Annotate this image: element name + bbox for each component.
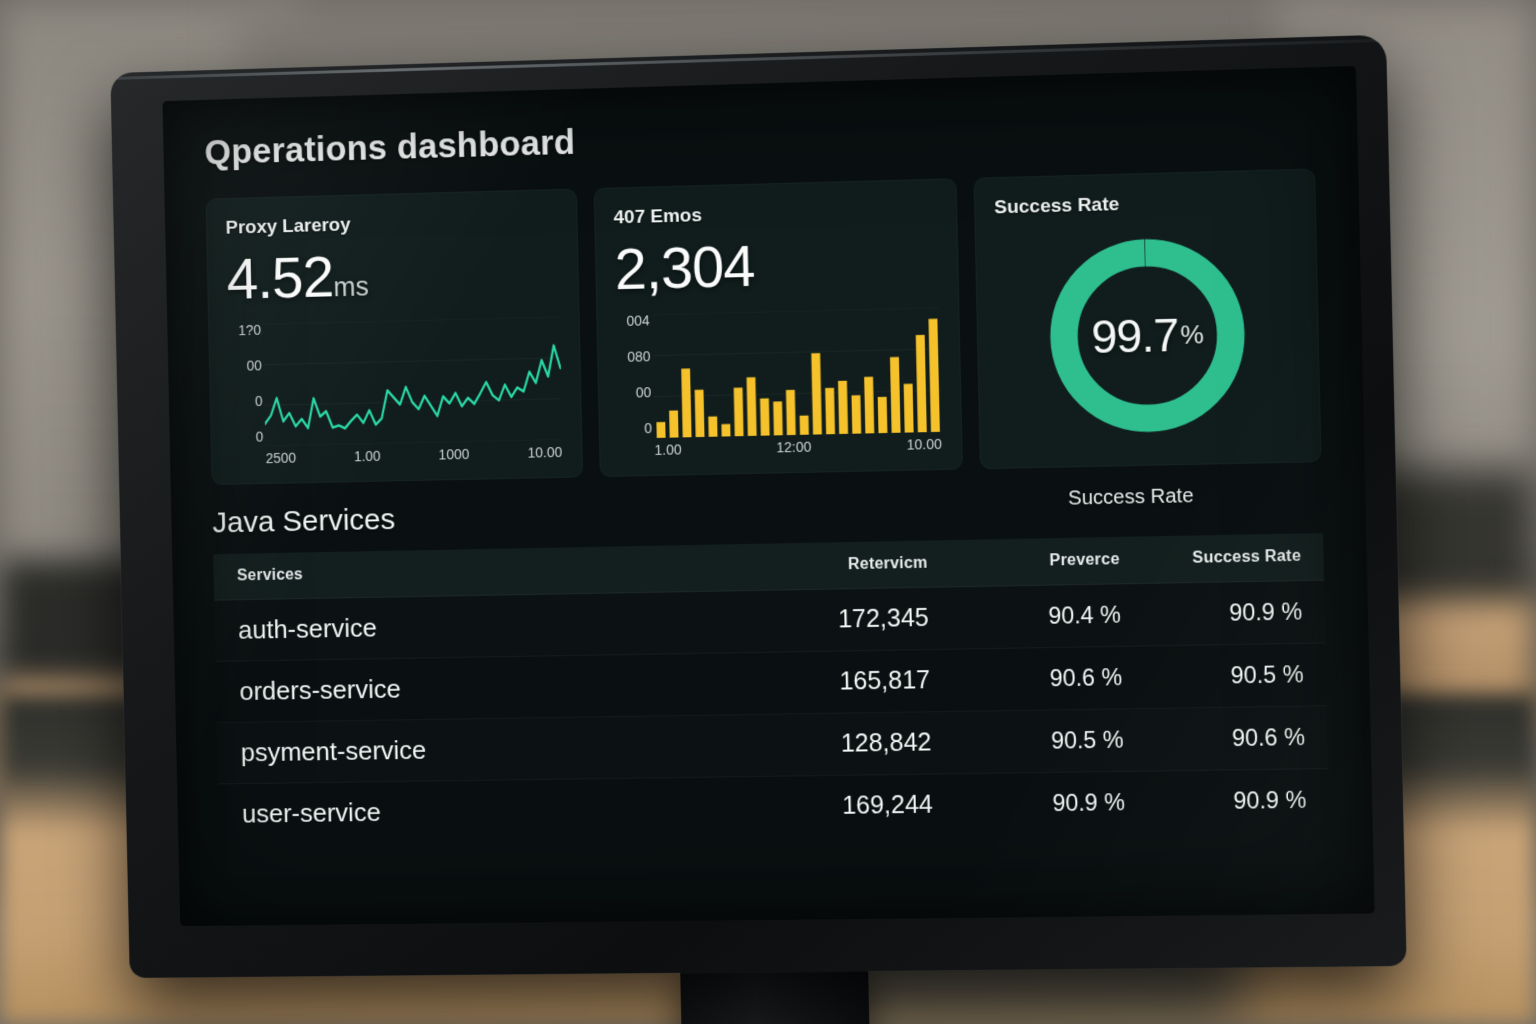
cell-preverce: 90.4 %	[938, 583, 1132, 650]
services-table: Services Retervicm Preverce Success Rate…	[213, 533, 1330, 845]
bar-chart-svg	[652, 307, 942, 438]
monitor-screen: Qperations dashboard Proxy Lareroy 4.52m…	[162, 65, 1375, 927]
line-chart-svg	[263, 317, 562, 447]
card-success-rate[interactable]: Success Rate 99.7%	[973, 168, 1322, 470]
cell-service: user-service	[218, 777, 714, 845]
services-section: Java Services Success Rate Services Rete…	[212, 484, 1330, 845]
metric-value: 2,304	[614, 233, 938, 303]
bar-chart-y-axis: 004 080 00 0	[616, 312, 652, 436]
card-title: Success Rate	[993, 193, 1120, 219]
x-tick: 12:00	[776, 438, 812, 456]
page-title: Qperations dashboard	[204, 122, 576, 173]
floating-success-rate-label: Success Rate	[1067, 484, 1194, 510]
y-tick: 0	[254, 393, 263, 410]
y-tick: 00	[635, 384, 652, 401]
cell-preverce: 90.6 %	[939, 646, 1134, 712]
card-title: 407 Emos	[613, 205, 703, 229]
x-tick: 1.00	[654, 441, 682, 458]
column-header-success[interactable]: Success Rate	[1192, 547, 1302, 567]
y-tick: 00	[246, 357, 262, 374]
cell-preverce: 90.5 %	[940, 708, 1135, 774]
x-tick: 2500	[265, 449, 297, 467]
x-tick: 10.00	[906, 435, 943, 453]
cell-success: 90.5 %	[1131, 642, 1327, 709]
metric-number: 2,304	[614, 233, 756, 303]
cell-requests: 172,345	[707, 587, 940, 654]
metric-value: 4.52ms	[226, 243, 559, 312]
card-proxy-latency[interactable]: Proxy Lareroy 4.52ms 1?0 00 0 0	[205, 188, 583, 486]
bar-chart-plot-area	[652, 307, 942, 438]
y-tick: 1?0	[238, 321, 262, 339]
donut-chart: 99.7%	[995, 224, 1301, 447]
bar-chart: 004 080 00 0 1.00 12:00 10.	[616, 305, 942, 462]
y-tick: 004	[626, 312, 650, 329]
cell-service: psyment-service	[216, 715, 712, 784]
column-header-preverce[interactable]: Preverce	[1049, 551, 1120, 570]
y-tick: 080	[627, 348, 651, 365]
line-chart-x-axis: 2500 1.00 1000 10.00	[266, 444, 563, 470]
card-errors[interactable]: 407 Emos 2,304 004 080 00 0	[593, 178, 963, 478]
donut-ring: 99.7%	[1039, 228, 1255, 443]
x-tick: 10.00	[527, 443, 563, 461]
monitor: Qperations dashboard Proxy Lareroy 4.52m…	[110, 34, 1407, 1024]
cell-success: 90.9 %	[1130, 580, 1326, 647]
column-header-requests[interactable]: Retervicm	[847, 554, 928, 574]
cell-preverce: 90.9 %	[942, 771, 1136, 836]
cell-success: 90.6 %	[1133, 705, 1329, 772]
line-chart-y-axis: 1?0 00 0 0	[228, 321, 264, 445]
x-tick: 1.00	[353, 447, 381, 465]
donut-value: 99.7	[1090, 308, 1179, 364]
dashboard: Qperations dashboard Proxy Lareroy 4.52m…	[162, 66, 1374, 926]
cell-service: orders-service	[215, 653, 711, 723]
table-body: auth-service 172,345 90.4 % 90.9 % order…	[214, 580, 1330, 845]
line-chart-plot-area	[263, 317, 562, 447]
cell-requests: 128,842	[710, 711, 943, 778]
donut-unit: %	[1180, 318, 1204, 350]
cell-service: auth-service	[214, 591, 710, 662]
y-tick: 0	[644, 420, 653, 437]
y-tick: 0	[255, 428, 264, 445]
donut-center-label: 99.7%	[1039, 228, 1255, 443]
kpi-card-row: Proxy Lareroy 4.52ms 1?0 00 0 0	[205, 168, 1322, 486]
cell-requests: 165,817	[709, 649, 941, 716]
cell-requests: 169,244	[711, 773, 944, 839]
metric-unit: ms	[333, 271, 369, 303]
card-title: Proxy Lareroy	[225, 214, 351, 239]
line-chart: 1?0 00 0 0 2500 1.00 1000	[228, 315, 563, 471]
bar-chart-x-axis: 1.00 12:00 10.00	[654, 436, 942, 462]
cell-success: 90.9 %	[1134, 768, 1330, 834]
metric-number: 4.52	[226, 244, 334, 312]
x-tick: 1000	[438, 445, 470, 463]
